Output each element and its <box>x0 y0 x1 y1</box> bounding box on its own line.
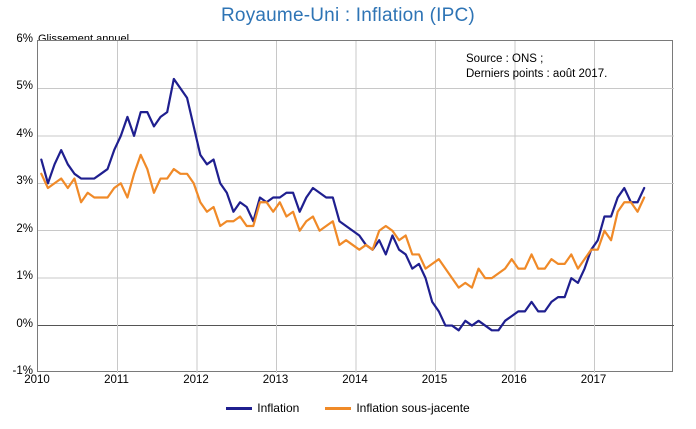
chart-title: Royaume-Uni : Inflation (IPC) <box>221 5 475 26</box>
legend-item[interactable]: Inflation sous-jacente <box>325 401 470 415</box>
y-axis-tick-label: -1% <box>12 365 33 377</box>
x-axis-tick-label: 2013 <box>262 374 289 386</box>
source-line-2: Derniers points : août 2017. <box>466 68 608 80</box>
y-axis-tick-label: 5% <box>16 80 33 93</box>
x-axis-tick-label: 2015 <box>421 374 448 386</box>
legend-swatch-icon <box>226 406 253 410</box>
x-axis-tick-labels: 2010 2011 2012 2013 2014 2015 2016 2017 <box>24 374 677 392</box>
y-axis-tick-labels: 6% 5% 4% 3% 2% 1% 0% -1% <box>0 0 33 429</box>
legend-item[interactable]: Inflation <box>226 401 299 415</box>
legend-swatch-icon <box>325 406 352 410</box>
y-axis-tick-label: 1% <box>16 270 33 283</box>
chart-legend: Inflation Inflation sous-jacente <box>0 401 696 415</box>
source-line-1: Source : ONS ; <box>466 53 544 65</box>
series-lines <box>40 77 646 332</box>
plot-svg <box>38 41 674 373</box>
y-axis-tick-label: 3% <box>16 175 33 188</box>
series-line <box>40 153 646 289</box>
x-axis-tick-label: 2016 <box>501 374 527 386</box>
legend-label: Inflation sous-jacente <box>356 401 470 415</box>
x-axis-tick-label: 2011 <box>104 374 129 386</box>
y-axis-tick-label: 0% <box>16 317 33 330</box>
x-axis-tick-label: 2014 <box>342 374 368 386</box>
y-axis-tick-label: 6% <box>16 33 33 45</box>
x-axis-tick-label: 2012 <box>183 374 209 386</box>
series-line <box>40 77 646 332</box>
legend-label: Inflation <box>257 401 300 415</box>
source-annotation: Source : ONS ; Derniers points : août 20… <box>466 52 607 82</box>
y-axis-tick-label: 4% <box>16 127 33 140</box>
x-axis-tick-label: 2017 <box>580 374 607 386</box>
gridlines <box>38 41 674 373</box>
plot-area <box>37 40 674 373</box>
x-axis-tick-label: 2010 <box>24 374 50 386</box>
y-axis-tick-label: 2% <box>16 222 33 235</box>
